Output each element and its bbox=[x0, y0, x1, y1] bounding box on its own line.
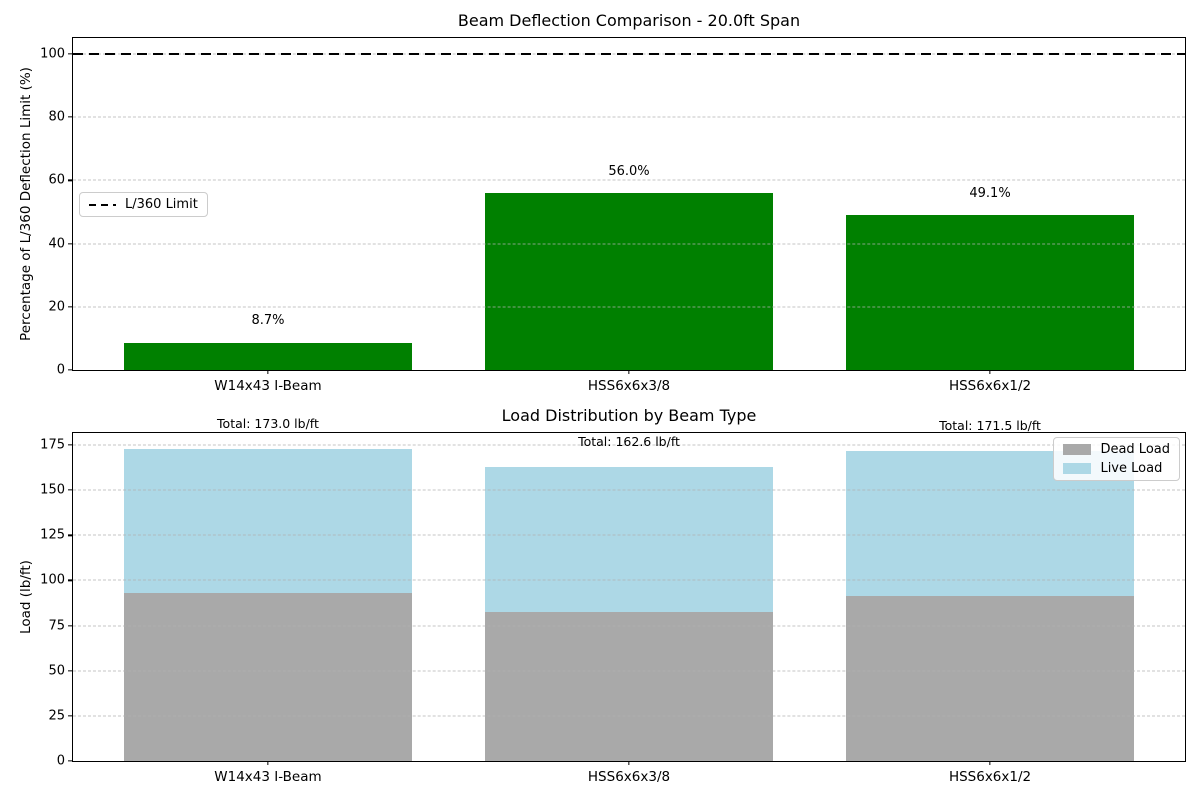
gridline bbox=[73, 715, 1185, 717]
y-tick-label: 0 bbox=[56, 753, 65, 769]
y-axis-label: Percentage of L/360 Deflection Limit (%) bbox=[18, 67, 34, 341]
gridline bbox=[73, 444, 1185, 446]
deflection-bar bbox=[845, 214, 1135, 370]
bar-value-label: 56.0% bbox=[608, 163, 650, 179]
legend-swatch-dead-load bbox=[1063, 444, 1092, 455]
gridline bbox=[73, 179, 1185, 181]
y-tick-label: 125 bbox=[40, 527, 65, 543]
legend-label: Live Load bbox=[1100, 461, 1163, 476]
legend-entry: Live Load bbox=[1063, 461, 1170, 476]
gridline bbox=[73, 243, 1185, 245]
chart-title: Load Distribution by Beam Type bbox=[501, 406, 757, 425]
x-tick-mark bbox=[989, 761, 991, 765]
gridline bbox=[73, 579, 1185, 581]
y-axis-label: Load (lb/ft) bbox=[18, 560, 34, 634]
chart-title: Beam Deflection Comparison - 20.0ft Span bbox=[457, 11, 801, 30]
bar-value-label: 49.1% bbox=[969, 185, 1011, 201]
category-label: HSS6x6x3/8 bbox=[587, 769, 671, 785]
y-tick-label: 100 bbox=[40, 46, 65, 62]
y-tick-mark bbox=[68, 489, 72, 491]
dashed-line-sample bbox=[89, 203, 116, 206]
total-label: Total: 173.0 lb/ft bbox=[217, 415, 319, 431]
y-tick-label: 175 bbox=[40, 437, 65, 453]
y-tick-label: 60 bbox=[48, 172, 65, 188]
dead-load-segment bbox=[845, 595, 1135, 761]
category-label: W14x43 I-Beam bbox=[214, 769, 322, 785]
y-tick-mark bbox=[68, 534, 72, 536]
y-tick-label: 0 bbox=[56, 362, 65, 378]
live-load-segment bbox=[484, 467, 774, 612]
y-tick-label: 80 bbox=[48, 109, 65, 125]
gridline bbox=[73, 306, 1185, 308]
x-tick-mark bbox=[628, 761, 630, 765]
dead-load-segment bbox=[123, 593, 413, 761]
gridline bbox=[73, 489, 1185, 491]
x-tick-mark bbox=[267, 761, 269, 765]
y-tick-label: 100 bbox=[40, 572, 65, 588]
deflection-limit-line bbox=[73, 52, 1185, 55]
legend-entry: Dead Load bbox=[1063, 442, 1170, 457]
y-tick-label: 40 bbox=[48, 236, 65, 252]
y-tick-mark bbox=[68, 306, 72, 308]
y-tick-mark bbox=[68, 116, 72, 118]
y-tick-mark bbox=[68, 444, 72, 446]
live-load-segment bbox=[123, 448, 413, 594]
deflection-bar bbox=[484, 192, 774, 370]
bar-value-label: 8.7% bbox=[251, 313, 285, 329]
y-tick-mark bbox=[68, 760, 72, 762]
y-tick-mark bbox=[68, 624, 72, 627]
gridline bbox=[73, 670, 1185, 672]
deflection-chart-axes: Beam Deflection Comparison - 20.0ft Span… bbox=[18, 11, 1186, 394]
gridline bbox=[73, 625, 1185, 627]
y-tick-label: 150 bbox=[40, 482, 65, 498]
y-tick-mark bbox=[68, 670, 72, 672]
gridline bbox=[73, 116, 1185, 118]
x-tick-mark bbox=[267, 370, 269, 374]
y-tick-label: 75 bbox=[48, 618, 65, 634]
total-label: Total: 171.5 lb/ft bbox=[939, 418, 1041, 434]
y-tick-label: 20 bbox=[48, 299, 65, 315]
gridline bbox=[73, 534, 1185, 536]
y-tick-mark bbox=[68, 179, 72, 181]
y-tick-label: 25 bbox=[48, 708, 65, 724]
y-tick-mark bbox=[68, 579, 72, 582]
total-label: Total: 162.6 lb/ft bbox=[578, 434, 680, 450]
x-tick-mark bbox=[628, 370, 630, 374]
load-chart-axes: Load Distribution by Beam Type Load (lb/… bbox=[18, 406, 1186, 785]
category-label: HSS6x6x1/2 bbox=[948, 769, 1032, 785]
legend-label: Dead Load bbox=[1100, 442, 1170, 457]
y-tick-mark bbox=[68, 715, 72, 717]
y-tick-mark bbox=[68, 369, 72, 371]
category-label: HSS6x6x3/8 bbox=[587, 378, 671, 394]
legend-label: L/360 Limit bbox=[125, 197, 198, 212]
legend: Dead Load Live Load bbox=[1053, 437, 1180, 481]
y-tick-mark bbox=[68, 242, 72, 245]
legend: L/360 Limit bbox=[79, 192, 208, 217]
dead-load-segment bbox=[484, 611, 774, 761]
category-label: W14x43 I-Beam bbox=[214, 378, 322, 394]
y-tick-mark bbox=[68, 53, 72, 55]
legend-entry: L/360 Limit bbox=[89, 197, 198, 212]
category-label: HSS6x6x1/2 bbox=[948, 378, 1032, 394]
y-tick-label: 50 bbox=[48, 663, 65, 679]
legend-swatch-live-load bbox=[1063, 463, 1092, 474]
deflection-bar bbox=[123, 342, 413, 370]
x-tick-mark bbox=[989, 370, 991, 374]
